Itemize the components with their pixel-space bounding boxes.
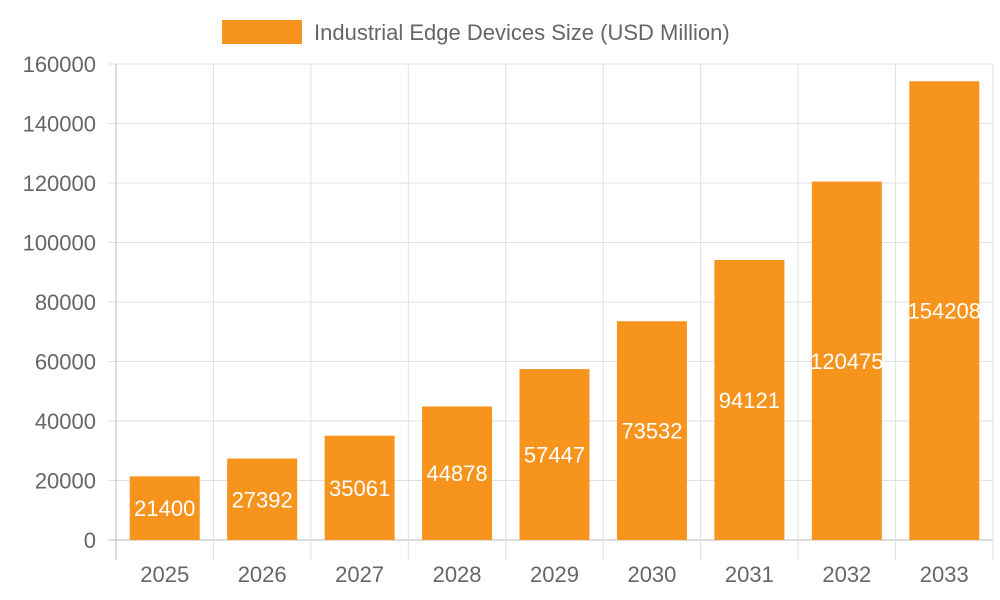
x-tick-label: 2030 (627, 562, 676, 587)
x-tick-label: 2029 (530, 562, 579, 587)
bar (714, 259, 785, 540)
data-label: 120475 (810, 349, 883, 374)
y-tick-label: 160000 (23, 52, 96, 77)
data-label: 35061 (329, 476, 390, 501)
data-label: 94121 (719, 388, 780, 413)
data-label: 154208 (908, 299, 981, 324)
y-tick-label: 80000 (35, 290, 96, 315)
data-label: 57447 (524, 443, 585, 468)
bar (811, 181, 882, 541)
bar (616, 321, 687, 540)
data-label: 73532 (621, 419, 682, 444)
grid (108, 63, 994, 560)
y-tick-label: 120000 (23, 171, 96, 196)
x-tick-label: 2027 (335, 562, 384, 587)
bars: 21400 27392 35061 44878 57447 73532 94121 12047… (129, 81, 981, 541)
bar (129, 476, 200, 540)
x-tick-label: 2033 (920, 562, 969, 587)
x-tick-label: 2026 (238, 562, 287, 587)
bar (227, 458, 298, 540)
y-tick-label: 20000 (35, 469, 96, 494)
y-tick-label: 40000 (35, 409, 96, 434)
bar (324, 435, 395, 540)
bar (909, 81, 980, 540)
y-tick-label: 60000 (35, 350, 96, 375)
x-tick-label: 2025 (140, 562, 189, 587)
legend-label: Industrial Edge Devices Size (USD Millio… (314, 20, 730, 45)
data-label: 27392 (232, 487, 293, 512)
axes: 0 20000 40000 60000 80000 100000 120000 140000 1… (23, 52, 969, 587)
legend-swatch (222, 20, 302, 44)
y-tick-label: 100000 (23, 231, 96, 256)
data-label: 44878 (426, 461, 487, 486)
x-tick-label: 2032 (822, 562, 871, 587)
x-tick-label: 2028 (433, 562, 482, 587)
y-tick-label: 0 (84, 528, 96, 553)
legend[interactable]: Industrial Edge Devices Size (USD Millio… (222, 20, 730, 45)
data-label: 21400 (134, 496, 195, 521)
x-tick-label: 2031 (725, 562, 774, 587)
bar (519, 369, 590, 540)
y-tick-label: 140000 (23, 112, 96, 137)
bar (422, 406, 493, 540)
